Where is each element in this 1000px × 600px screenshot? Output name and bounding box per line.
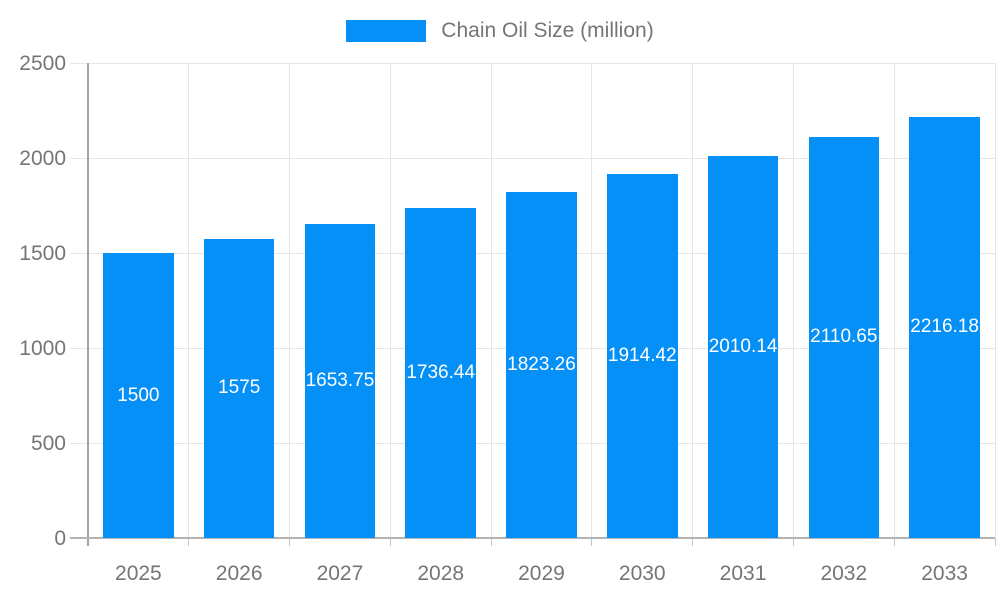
bar-2025[interactable]: 1500 [103, 253, 174, 538]
gridline-x [188, 63, 190, 538]
bar-value-label: 1575 [218, 377, 261, 399]
x-axis-tick [591, 538, 593, 546]
x-axis-label: 2028 [417, 562, 465, 585]
x-axis-tick [792, 538, 794, 546]
x-axis-label: 2027 [316, 562, 364, 585]
gridline-x [692, 63, 694, 538]
legend-label: Chain Oil Size (million) [441, 19, 654, 42]
x-axis-tick [692, 538, 694, 546]
bar-2029[interactable]: 1823.26 [506, 191, 577, 538]
bar-2026[interactable]: 1575 [203, 238, 275, 538]
y-axis-line [87, 63, 89, 546]
bar-value-label: 2010.14 [708, 336, 778, 358]
x-axis-label: 2029 [518, 562, 565, 585]
gridline-x [490, 63, 492, 538]
x-axis-tick [490, 538, 492, 546]
bar-2033[interactable]: 2216.18 [909, 116, 980, 538]
legend[interactable]: Chain Oil Size (million) [0, 19, 1000, 43]
bar-value-label: 1736.44 [406, 362, 476, 384]
x-axis-line [70, 537, 995, 539]
gridline-y-2500 [70, 62, 995, 64]
bar-value-label: 1500 [117, 384, 160, 406]
x-axis-tick [188, 538, 190, 546]
gridline-y-2000 [70, 157, 995, 159]
gridline-x [389, 63, 391, 538]
bar-2028[interactable]: 1736.44 [405, 208, 476, 538]
x-axis-label: 2030 [618, 562, 666, 585]
x-axis-tick [389, 538, 391, 546]
gridline-x [289, 63, 291, 538]
y-axis-label: 500 [30, 431, 66, 455]
bar-value-label: 1653.75 [305, 369, 375, 391]
gridline-x [591, 63, 593, 538]
y-axis-label: 0 [54, 526, 66, 550]
bar-value-label: 2110.65 [810, 326, 878, 348]
bar-2031[interactable]: 2010.14 [707, 156, 779, 538]
y-axis-label: 2000 [19, 146, 66, 170]
x-axis-label: 2025 [115, 562, 162, 585]
x-axis-tick [893, 538, 895, 546]
x-axis-label: 2032 [820, 562, 868, 585]
y-axis-label: 1000 [19, 336, 66, 360]
gridline-x [893, 63, 895, 538]
bar-2027[interactable]: 1653.75 [304, 223, 376, 538]
legend-swatch [346, 20, 427, 42]
bar-2032[interactable]: 2110.65 [808, 136, 880, 538]
y-axis-label: 2500 [19, 51, 66, 75]
gridline-x [792, 63, 794, 538]
bar-value-label: 1914.42 [607, 345, 677, 367]
bar-value-label: 2216.18 [910, 316, 979, 338]
x-axis-tick [289, 538, 291, 546]
x-axis-label: 2026 [215, 562, 263, 585]
x-axis-label: 2033 [921, 562, 968, 585]
bar-value-label: 1823.26 [507, 353, 576, 375]
x-axis-tick [994, 538, 996, 546]
x-axis-label: 2031 [719, 562, 767, 585]
bar-2030[interactable]: 1914.42 [607, 174, 678, 538]
gridline-x [994, 63, 996, 538]
y-axis-label: 1500 [19, 241, 66, 265]
